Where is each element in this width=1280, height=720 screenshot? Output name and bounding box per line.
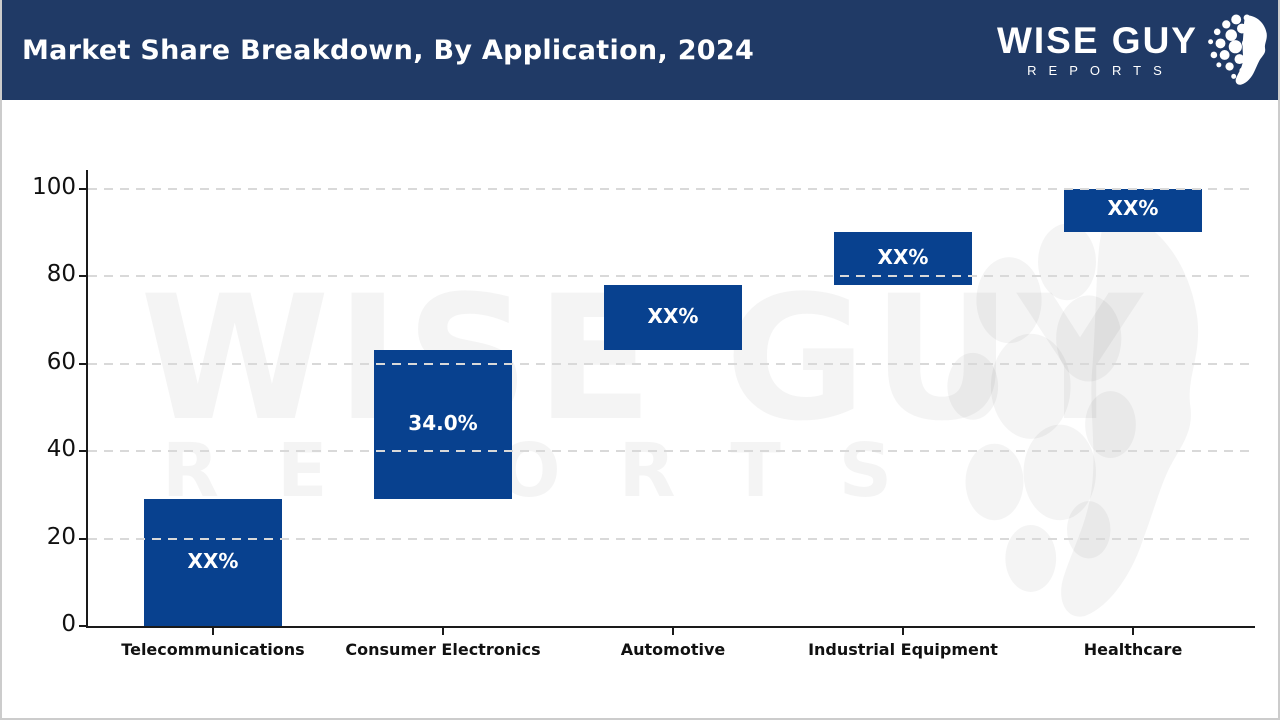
bar-label-consumer-electronics: 34.0% — [408, 410, 478, 435]
x-tick-mark-industrial-equipment — [902, 628, 904, 635]
gridline-20 — [88, 537, 1255, 540]
bar-healthcare — [1064, 188, 1202, 233]
x-tick-mark-automotive — [672, 628, 674, 635]
bar-label-healthcare: XX% — [1107, 196, 1159, 221]
gridline-100 — [88, 187, 1255, 190]
gridline-80 — [88, 275, 1255, 278]
x-tick-label-consumer-electronics: Consumer Electronics — [345, 640, 541, 659]
logo-wordmark: WISE GUY — [996, 20, 1198, 61]
y-tick-mark-60 — [79, 362, 88, 365]
logo-head-icon — [1208, 14, 1267, 85]
y-tick-label-100: 100 — [32, 173, 76, 200]
x-tick-mark-consumer-electronics — [442, 628, 444, 635]
x-axis-line — [86, 626, 1255, 628]
y-tick-mark-40 — [79, 450, 88, 453]
y-tick-label-20: 20 — [46, 523, 76, 550]
y-tick-label-40: 40 — [46, 436, 76, 463]
x-tick-mark-healthcare — [1132, 628, 1134, 635]
x-tick-label-healthcare: Healthcare — [1083, 640, 1183, 659]
gridline-40 — [88, 450, 1255, 453]
y-axis-line — [86, 170, 88, 628]
header-bar: Market Share Breakdown, By Application, … — [2, 0, 1278, 100]
gridline-60 — [88, 362, 1255, 365]
bar-automotive — [604, 284, 742, 351]
x-tick-mark-telecommunications — [212, 628, 214, 635]
logo-text: WISE GUY REPORTS — [997, 22, 1198, 78]
y-tick-mark-80 — [79, 275, 88, 278]
y-tick-label-80: 80 — [46, 261, 76, 288]
y-tick-label-60: 60 — [46, 348, 76, 375]
x-tick-label-automotive: Automotive — [620, 640, 726, 659]
bar-telecommunications — [144, 499, 282, 626]
bar-label-telecommunications: XX% — [187, 548, 239, 573]
wise-guy-reports-logo: WISE GUY REPORTS — [997, 8, 1278, 92]
logo-subtitle: REPORTS — [1027, 63, 1174, 78]
bar-consumer-electronics — [374, 350, 512, 500]
bar-label-automotive: XX% — [647, 303, 699, 328]
y-tick-mark-0 — [79, 625, 88, 627]
y-tick-mark-100 — [79, 187, 88, 190]
y-tick-mark-20 — [79, 537, 88, 540]
x-tick-label-telecommunications: Telecommunications — [121, 640, 305, 659]
page-title: Market Share Breakdown, By Application, … — [22, 34, 755, 66]
bar-label-industrial-equipment: XX% — [877, 244, 929, 269]
y-tick-label-0: 0 — [61, 611, 76, 637]
x-tick-label-industrial-equipment: Industrial Equipment — [808, 640, 998, 659]
